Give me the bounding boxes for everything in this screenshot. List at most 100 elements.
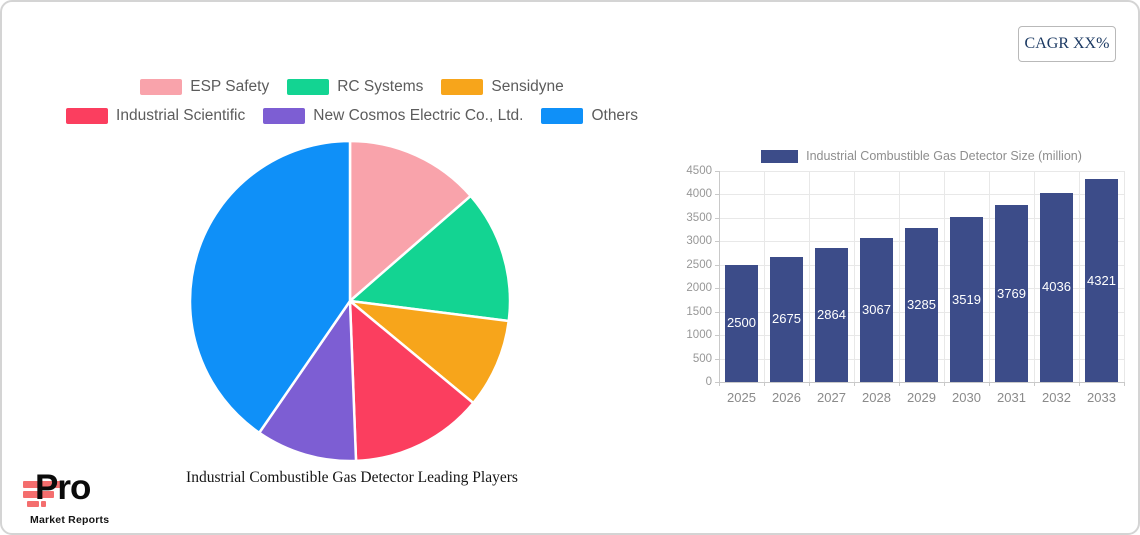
y-tick-mark [715,217,719,219]
grid-line [719,358,1124,360]
logo-bars-icon [23,481,62,488]
logo: Pro Market Reports [23,469,113,530]
x-tick-mark [899,382,900,386]
pie-legend: ESP Safety RC Systems Sensidyne Industrial … [2,79,702,124]
grid-line [1034,171,1035,382]
legend-swatch-industrial-scientific [66,108,109,124]
y-axis-line [719,171,720,382]
bar-value-label-2033: 4321 [1087,272,1116,288]
bar-value-label-2032: 4036 [1042,279,1071,295]
x-tick-label-2025: 2025 [727,390,756,405]
pie-slice-esp-safety [348,139,472,303]
logo-bars-icon [41,501,46,507]
bar-value-label-2026: 2675 [772,311,801,327]
legend-item-industrial-scientific: Industrial Scientific [66,108,245,124]
legend-swatch-sensidyne [441,79,484,95]
legend-swatch-others [541,108,584,124]
legend-label: RC Systems [337,78,424,95]
y-tick-mark [715,194,719,196]
bar-2031 [995,205,1028,382]
grid-line [719,241,1124,243]
legend-label: Industrial Scientific [116,107,246,124]
pie-slice-others [188,139,352,435]
legend-label: New Cosmos Electric Co., Ltd. [313,107,524,124]
bar-value-label-2030: 3519 [952,291,981,307]
legend-item-esp-safety: ESP Safety [140,79,269,95]
grid-line [764,171,765,382]
x-tick-mark [989,382,990,386]
bar-value-label-2028: 3067 [862,302,891,318]
x-tick-label-2026: 2026 [772,390,801,405]
y-tick-label-1000: 1000 [686,329,712,342]
y-tick-mark [715,171,719,172]
legend-label: Sensidyne [491,78,564,95]
legend-swatch-rc-systems [287,79,330,95]
logo-bars-icon [27,501,39,507]
grid-line [989,171,990,382]
bar-2026 [770,256,803,382]
bar-value-label-2025: 2500 [727,315,756,331]
grid-line [719,288,1124,290]
x-tick-label-2033: 2033 [1087,390,1116,405]
bar-2033 [1085,179,1118,382]
x-tick-label-2031: 2031 [997,390,1026,405]
grid-line [1124,171,1125,382]
grid-line [719,264,1124,266]
y-tick-label-4500: 4500 [686,165,712,177]
pie-slice-sensidyne [348,299,510,405]
bar-2028 [860,238,893,382]
grid-line [719,217,1124,219]
bar-chart-legend: Industrial Combustible Gas Detector Size… [719,149,1124,163]
y-tick-mark [715,382,719,383]
logo-bars-icon [23,491,54,498]
pie-legend-row: ESP Safety RC Systems Sensidyne [140,79,564,95]
y-tick-label-3000: 3000 [686,235,712,248]
x-tick-mark [944,382,945,386]
bar-2025 [725,264,758,382]
x-tick-mark [719,382,720,386]
x-tick-label-2028: 2028 [862,390,891,405]
cagr-badge: CAGR XX% [1018,26,1116,62]
y-tick-label-1500: 1500 [686,305,712,318]
y-tick-mark [715,335,719,337]
pie-slice-industrial-scientific [348,299,475,463]
grid-line [719,194,1124,196]
bar-value-label-2027: 2864 [817,306,846,322]
x-tick-label-2030: 2030 [952,390,981,405]
bar-2030 [950,217,983,382]
y-tick-label-0: 0 [705,376,712,388]
bar-value-label-2031: 3769 [997,285,1026,301]
y-tick-mark [715,288,719,290]
grid-line [899,171,900,382]
y-tick-label-4000: 4000 [686,188,712,201]
x-tick-mark [1034,382,1035,386]
x-tick-label-2027: 2027 [817,390,846,405]
x-tick-mark [764,382,765,386]
x-tick-mark [809,382,810,386]
y-tick-mark [715,311,719,313]
pie-legend-row: Industrial Scientific New Cosmos Electric… [66,108,638,124]
grid-line [719,171,1124,172]
bar-legend-swatch [761,149,799,163]
y-tick-label-2500: 2500 [686,258,712,271]
cagr-badge-label: CAGR XX% [1024,35,1110,52]
grid-line [719,335,1124,337]
bar-value-label-2029: 3285 [907,297,936,312]
grid-line [1079,171,1080,382]
y-tick-label-3500: 3500 [686,211,712,224]
x-axis-line [719,382,1124,383]
bar-2032 [1040,192,1073,382]
pie-slice-rc-systems [348,194,512,323]
x-tick-mark [1079,382,1080,386]
grid-line [944,171,945,382]
x-tick-mark [854,382,855,386]
legend-swatch-new-cosmos-electric-co-ltd [263,108,306,124]
x-tick-label-2029: 2029 [907,390,936,405]
grid-line [809,171,810,382]
legend-label: ESP Safety [190,78,270,95]
legend-item-others: Others [541,108,638,124]
logo-title: Pro [35,468,91,507]
y-tick-mark [715,358,719,360]
grid-line [854,171,855,382]
